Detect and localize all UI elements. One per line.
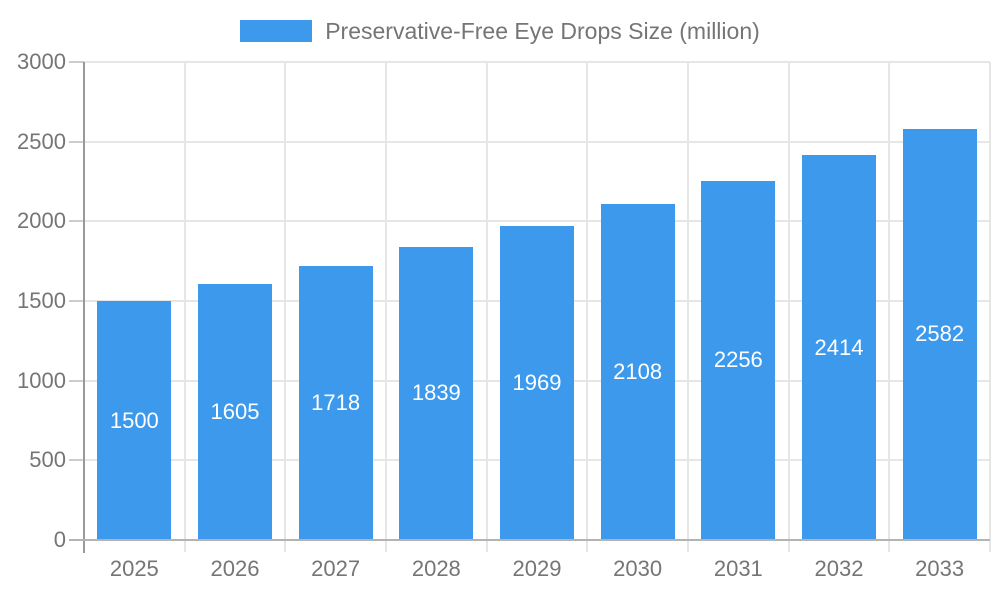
y-axis-label-2000: 2000 bbox=[17, 208, 66, 234]
bar-2029[interactable] bbox=[500, 226, 574, 540]
x-axis-label-2028: 2028 bbox=[411, 556, 461, 581]
bar-value-2026: 1605 bbox=[210, 399, 260, 425]
legend-swatch bbox=[240, 20, 313, 42]
gridline-y-2500 bbox=[84, 140, 990, 143]
gridline-x-9 bbox=[989, 62, 991, 552]
gridline-y-2000 bbox=[84, 220, 990, 223]
bar-value-2029: 1969 bbox=[512, 370, 562, 396]
bar-value-2030: 2108 bbox=[613, 359, 663, 385]
bar-2032[interactable] bbox=[802, 155, 876, 540]
bar-value-2027: 1718 bbox=[311, 390, 361, 416]
bar-value-2025: 1500 bbox=[109, 407, 159, 433]
y-tick-1000 bbox=[69, 379, 84, 382]
x-axis-label-2025: 2025 bbox=[109, 556, 159, 581]
bar-2030[interactable] bbox=[600, 204, 675, 540]
gridline-x-4 bbox=[485, 62, 488, 552]
y-tick-1500 bbox=[69, 300, 84, 302]
bar-value-2033: 2582 bbox=[915, 321, 965, 347]
plot-area: 1500 1605 1718 1839 1969 2108 2256 2414 2582 bbox=[69, 61, 991, 553]
x-axis-label-2031: 2031 bbox=[713, 556, 763, 581]
x-axis-label-2027: 2027 bbox=[311, 556, 361, 581]
legend-label: Preservative-Free Eye Drops Size (millio… bbox=[325, 18, 760, 44]
bar-2033[interactable] bbox=[902, 128, 977, 540]
y-axis-label-1500: 1500 bbox=[17, 288, 66, 313]
gridline-x-6 bbox=[687, 62, 689, 552]
y-axis-label-500: 500 bbox=[29, 447, 66, 473]
x-axis-label-2029: 2029 bbox=[512, 556, 562, 581]
gridline-x-8 bbox=[888, 62, 891, 552]
x-axis-label-2033: 2033 bbox=[915, 556, 965, 581]
gridline-y-3000 bbox=[84, 61, 990, 63]
x-axis-label-2030: 2030 bbox=[613, 556, 663, 581]
gridline-x-1 bbox=[183, 62, 186, 552]
y-axis-label-1000: 1000 bbox=[17, 367, 66, 393]
gridline-x-2 bbox=[284, 62, 287, 552]
gridline-x-7 bbox=[787, 62, 790, 552]
bar-value-2031: 2256 bbox=[713, 347, 763, 373]
y-tick-500 bbox=[69, 459, 84, 462]
legend[interactable]: Preservative-Free Eye Drops Size (millio… bbox=[0, 18, 1000, 44]
y-axis-label-2500: 2500 bbox=[17, 128, 66, 154]
bar-2028[interactable] bbox=[399, 247, 474, 540]
x-axis-label-2026: 2026 bbox=[210, 556, 260, 581]
y-tick-2000 bbox=[69, 220, 84, 223]
y-tick-3000 bbox=[69, 61, 84, 63]
gridline-x-5 bbox=[586, 62, 589, 552]
y-axis-label-3000: 3000 bbox=[17, 49, 66, 74]
bar-2026[interactable] bbox=[198, 284, 272, 540]
bar-value-2028: 1839 bbox=[411, 380, 461, 406]
x-axis-label-2032: 2032 bbox=[814, 556, 864, 581]
bar-2025[interactable] bbox=[97, 301, 172, 540]
gridline-x-3 bbox=[385, 62, 387, 552]
bar-2031[interactable] bbox=[701, 180, 776, 540]
x-axis-baseline bbox=[69, 539, 990, 541]
bar-value-2032: 2414 bbox=[814, 334, 864, 360]
y-axis-label-0: 0 bbox=[53, 527, 66, 552]
bar-2027[interactable] bbox=[298, 266, 373, 540]
y-axis-line bbox=[83, 62, 85, 553]
y-tick-2500 bbox=[69, 140, 84, 143]
